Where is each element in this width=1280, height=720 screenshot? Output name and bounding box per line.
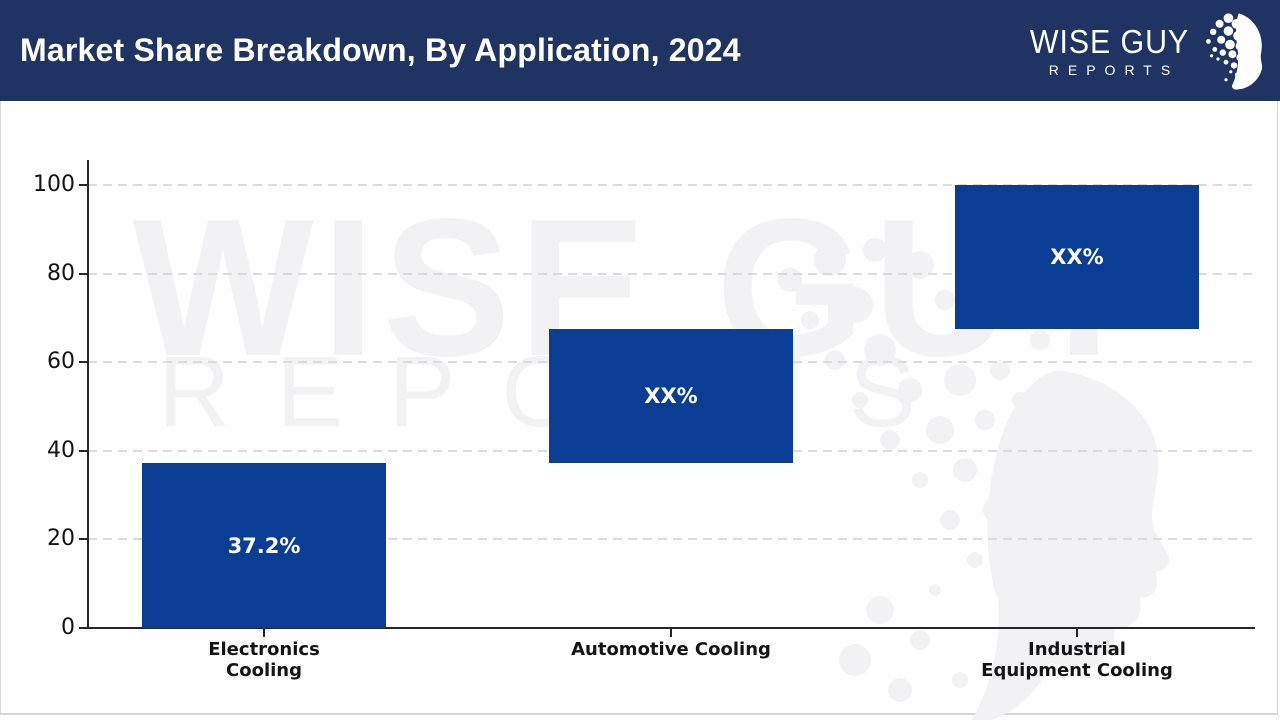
gridline-20 xyxy=(88,538,1255,541)
chart-title: Market Share Breakdown, By Application, … xyxy=(20,32,741,68)
y-tick-40 xyxy=(79,449,88,452)
logo-face-icon xyxy=(1206,12,1263,90)
x-category-line: Equipment Cooling xyxy=(981,660,1173,681)
x-tick-0 xyxy=(263,629,265,637)
logo-wordmark-top: WISE GUY xyxy=(1029,22,1190,60)
bar-automotive-cooling xyxy=(549,328,793,464)
bar-industrial-equipment-cooling xyxy=(955,185,1199,329)
bar-electronics-cooling xyxy=(142,463,386,628)
bar-value-label: XX% xyxy=(644,384,698,409)
brand-logo: WISE GUY REPORTS xyxy=(1023,5,1266,97)
y-tick-label: 20 xyxy=(47,526,75,552)
x-category-line: Electronics xyxy=(208,639,320,660)
x-category-line: Industrial xyxy=(1028,639,1126,660)
watermark-face-icon xyxy=(778,238,1170,720)
y-tick-60 xyxy=(79,361,88,364)
y-axis xyxy=(87,160,89,629)
x-tick-2 xyxy=(1076,629,1078,637)
y-tick-label: 60 xyxy=(47,349,75,375)
y-tick-100 xyxy=(79,184,88,186)
x-category-line: Cooling xyxy=(226,660,302,681)
header-bar: Market Share Breakdown, By Application, … xyxy=(0,0,1280,101)
y-tick-20 xyxy=(79,538,88,541)
gridline-100 xyxy=(88,184,1255,186)
logo-wordmark: WISE GUY REPORTS xyxy=(1023,25,1196,77)
x-category-line: Automotive Cooling xyxy=(571,639,771,660)
gridline-80 xyxy=(88,272,1255,275)
x-tick-1 xyxy=(670,629,672,637)
y-tick-label: 80 xyxy=(47,260,75,286)
x-axis xyxy=(87,627,1255,629)
y-tick-label: 0 xyxy=(61,615,75,640)
logo-wordmark-bottom: REPORTS xyxy=(1048,61,1180,78)
y-tick-label: 40 xyxy=(47,437,75,463)
x-category-label: Electronics Cooling xyxy=(104,639,424,681)
y-tick-label: 100 xyxy=(33,172,75,197)
x-category-label: Automotive Cooling xyxy=(511,639,831,660)
bar-value-label: XX% xyxy=(1050,244,1104,269)
x-category-label: Industrial Equipment Cooling xyxy=(917,639,1237,681)
y-tick-80 xyxy=(79,272,88,275)
y-tick-0 xyxy=(79,627,88,629)
bar-value-label: 37.2% xyxy=(227,533,301,558)
